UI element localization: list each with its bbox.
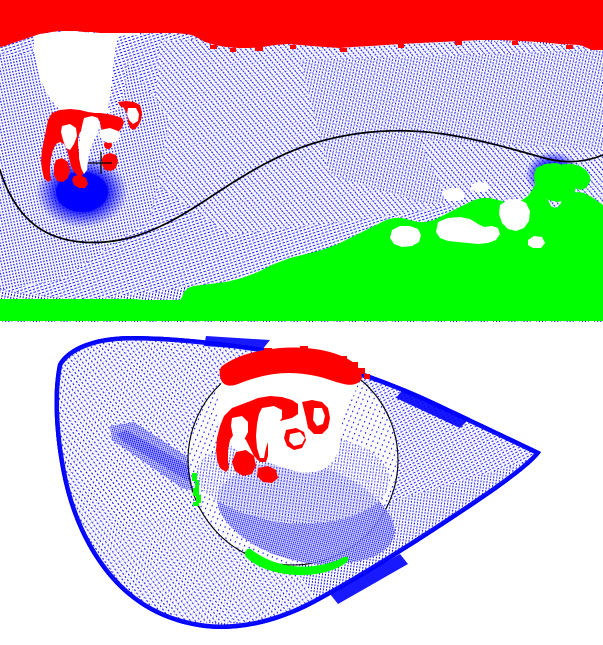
- red-patch-white-voids: [61, 108, 139, 174]
- separatrix-curve[interactable]: [0, 129, 603, 244]
- crosshair-marker[interactable]: [88, 152, 112, 174]
- green-left-marker: [192, 473, 201, 506]
- top-panel-graphics: [0, 0, 603, 322]
- green-lobe-connector: [534, 196, 552, 224]
- bottom-panel-graphics: [0, 322, 603, 645]
- bottom-teardrop-projection-panel[interactable]: [0, 322, 603, 645]
- upper-red-band: [0, 0, 603, 50]
- green-bottom-arc: [244, 548, 349, 576]
- rim-dense-accents: [204, 336, 470, 604]
- red-arc-dither: [264, 346, 370, 379]
- blue-ridge-diagonal-halo: [110, 422, 214, 494]
- red-band-dither-edge: [210, 41, 573, 52]
- right-green-lobe: [534, 163, 577, 202]
- top-rectangular-map-panel[interactable]: [0, 0, 603, 322]
- red-upper-arc: [219, 347, 362, 386]
- void-edge-stipple: [108, 35, 140, 112]
- lower-green-band: [0, 164, 603, 321]
- red-blob-white-voids: [231, 406, 325, 458]
- green-white-islands: [390, 182, 545, 248]
